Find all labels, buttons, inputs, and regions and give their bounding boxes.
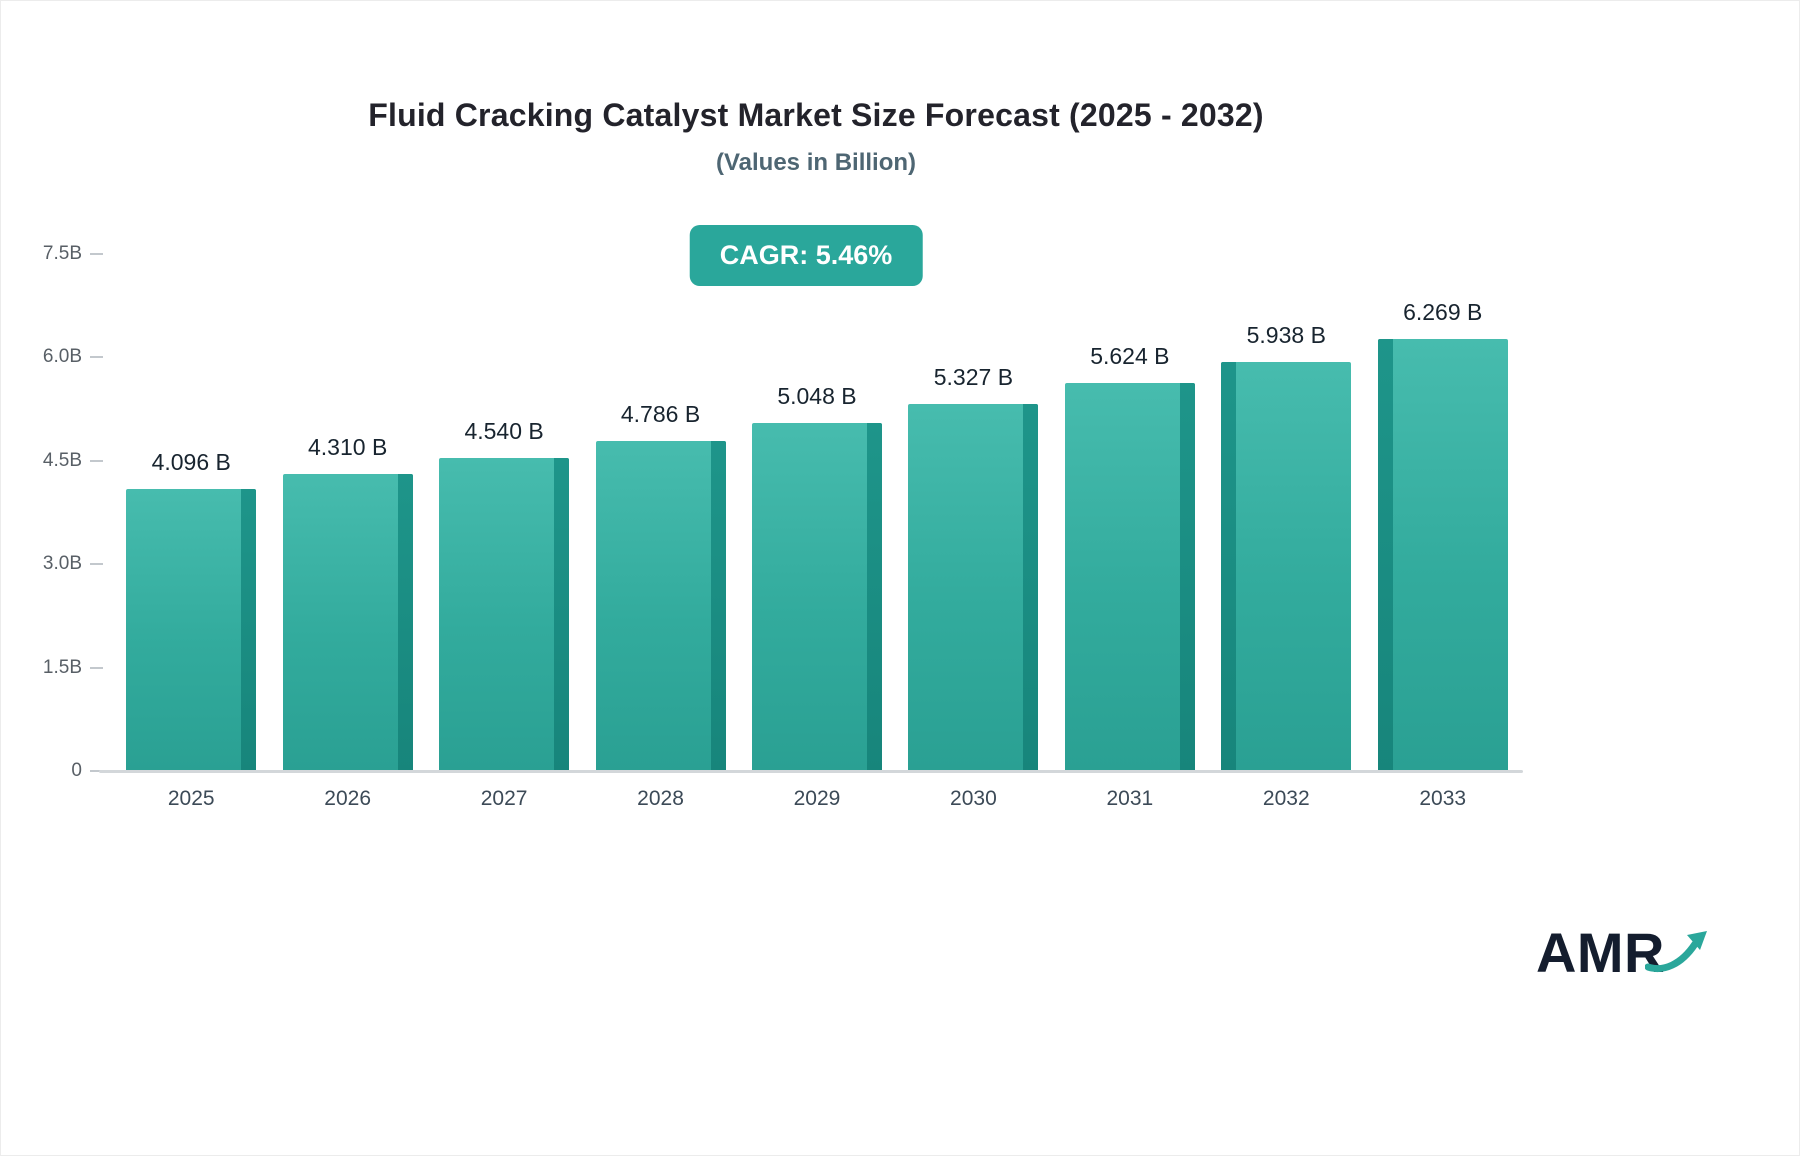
bar-value-label: 4.310 B [308,433,388,460]
bar [439,458,570,771]
bar [751,423,882,771]
bar-value-label: 5.048 B [777,383,857,410]
bar [595,441,726,771]
bar [1064,383,1195,771]
x-axis-label: 2031 [1106,787,1154,810]
bar-group: 4.096 B [113,254,269,772]
x-axis-label: 2028 [637,787,684,810]
y-axis: 7.5B 6.0B 4.5B 3.0B 1.5B 0 [31,243,103,781]
chart-title: Fluid Cracking Catalyst Market Size Fore… [368,97,1264,133]
brand-logo-text: AMR [1535,921,1665,984]
bar-group: 5.938 B [1208,254,1364,772]
bar-value-label: 4.786 B [620,401,701,428]
bar-value-label: 5.327 B [933,363,1014,390]
x-labels: 2025 2026 2027 2028 2029 2030 2031 2032 2033 [113,787,1521,811]
cagr-badge: CAGR: 5.46% [689,225,923,286]
bar [282,473,413,772]
bar [126,488,257,772]
y-axis-tick: 1.5B [31,657,103,679]
bars: 4.096 B 4.310 B 4.540 B 4.786 B 5.048 B 5.327… [113,254,1521,772]
bar-value-label: 6.269 B [1403,298,1483,325]
y-axis-tick: 6.0B [31,346,103,368]
x-axis-label: 2032 [1262,787,1310,810]
x-axis-line [99,770,1523,773]
bar-value-label: 5.938 B [1246,321,1326,348]
chart-subtitle: (Values in Billion) [715,149,917,176]
x-axis-label: 2027 [480,787,528,810]
x-axis-label: 2025 [167,787,215,810]
bar-group: 5.624 B [1052,254,1208,771]
bar [1221,361,1352,772]
bar-value-label: 4.096 B [151,448,231,475]
growth-arrow-icon [1645,930,1707,972]
bar-group: 4.786 B [582,254,738,771]
bar-group: 6.269 B [1365,254,1521,772]
x-axis-label: 2030 [950,787,997,810]
y-axis-tick: 4.5B [31,450,103,472]
plot-area: 4.096 B 4.310 B 4.540 B 4.786 B 5.048 B 5.327… [99,254,1523,773]
x-axis-label: 2029 [793,787,841,810]
bar-value-label: 5.624 B [1090,343,1170,370]
bar [1377,338,1508,772]
brand-logo: AMR [1536,920,1709,985]
x-axis-label: 2026 [324,787,372,810]
bar-group: 4.540 B [426,254,582,771]
bar-group: 5.327 B [895,254,1051,772]
bar-group: 4.310 B [269,254,425,772]
x-axis-label: 2033 [1419,787,1467,810]
y-axis-tick: 0 [31,760,103,782]
bar [908,403,1039,772]
y-axis-tick: 7.5B [31,243,103,265]
bar-value-label: 4.540 B [464,418,544,445]
bar-group: 5.048 B [739,254,895,771]
y-axis-tick: 3.0B [31,553,103,575]
